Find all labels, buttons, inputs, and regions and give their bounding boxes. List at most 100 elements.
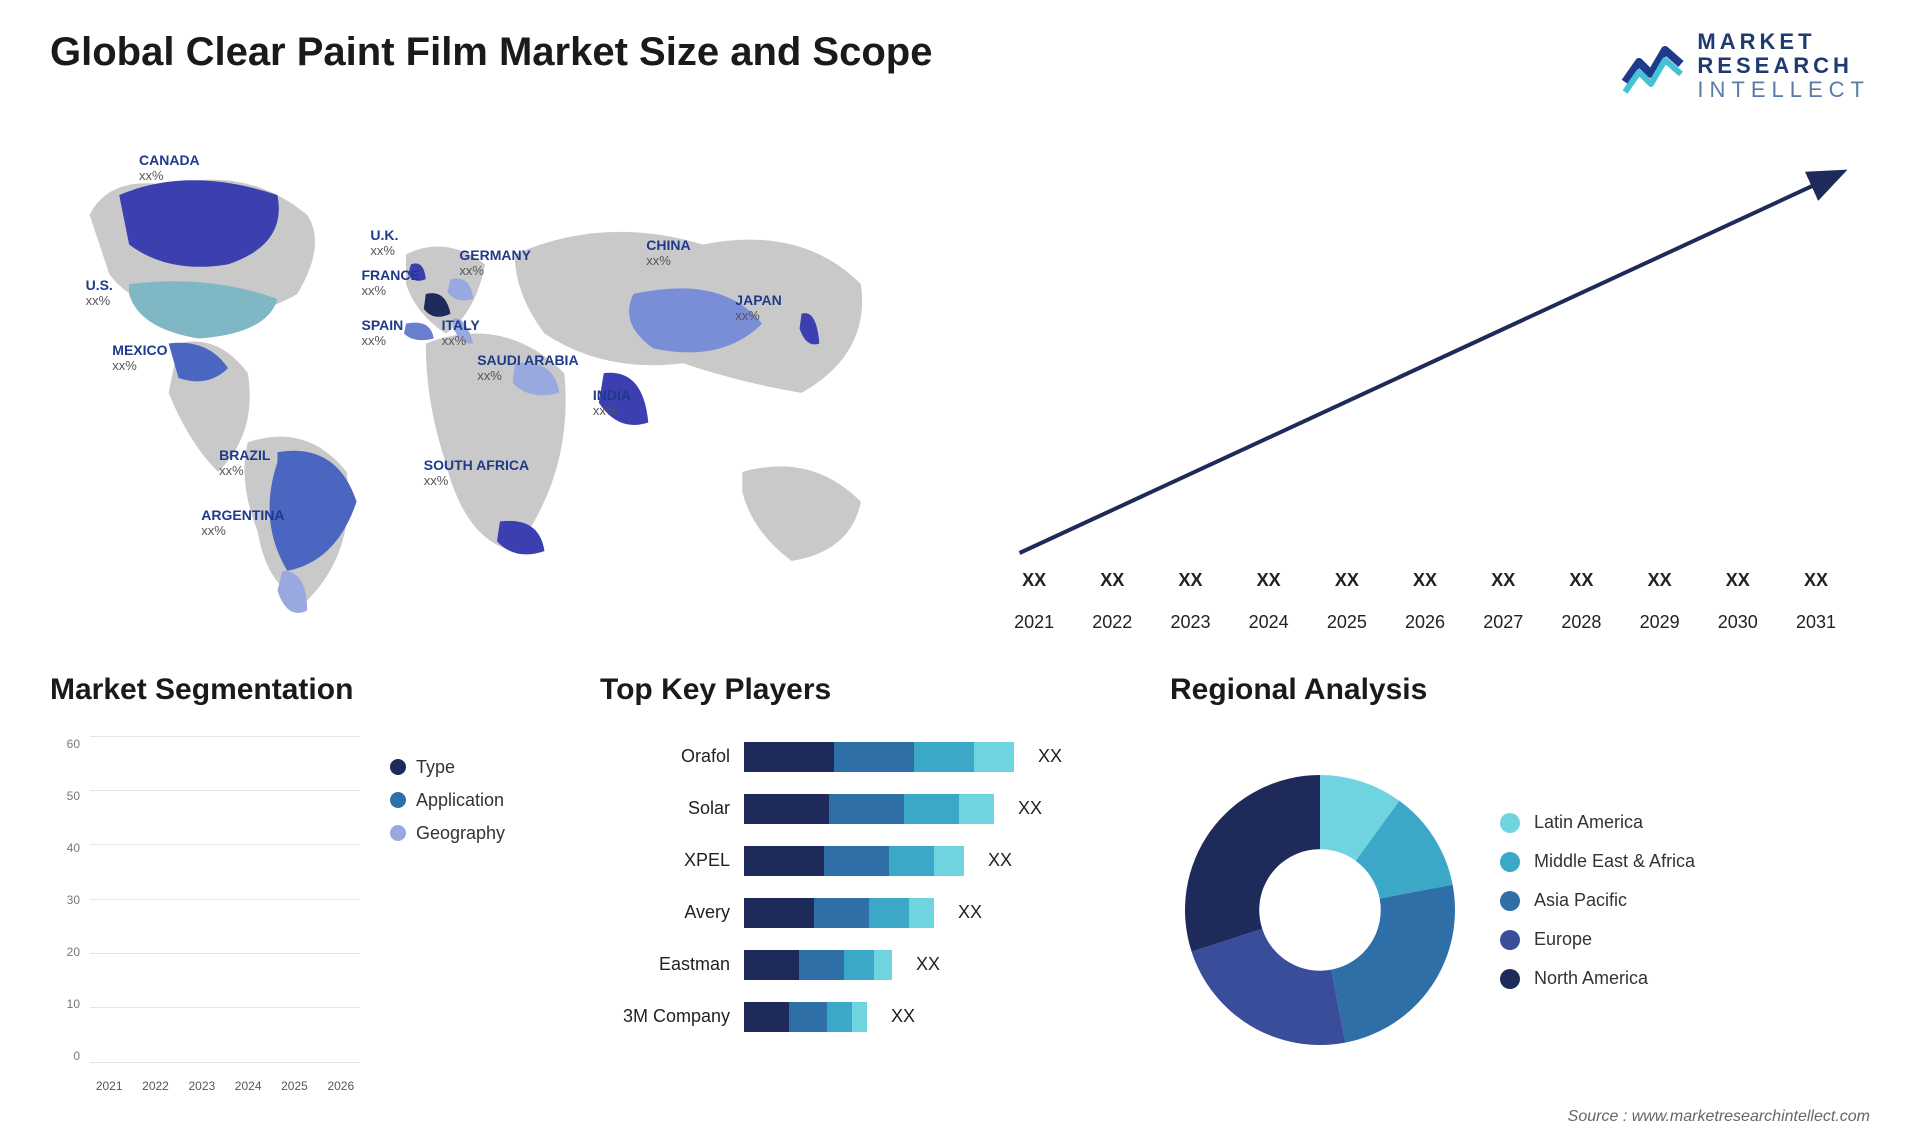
seg-ytick: 50	[50, 789, 86, 803]
growth-bar-value-label: XX	[1569, 570, 1593, 591]
growth-xaxis-label: 2030	[1704, 612, 1772, 633]
legend-dot-icon	[390, 825, 406, 841]
map-label-italy: ITALYxx%	[442, 318, 480, 349]
regional-legend: Latin America Middle East & Africa Asia Pa…	[1500, 812, 1870, 1007]
legend-label: North America	[1534, 968, 1648, 989]
donut-slice	[1185, 775, 1320, 952]
player-row: 3M CompanyXX	[600, 997, 1120, 1037]
growth-bar-value-label: XX	[1648, 570, 1672, 591]
map-label-uk: U.K.xx%	[370, 228, 398, 259]
map-label-japan: JAPANxx%	[735, 293, 781, 324]
growth-xaxis-label: 2022	[1078, 612, 1146, 633]
growth-xaxis-label: 2024	[1235, 612, 1303, 633]
map-label-france: FRANCExx%	[362, 268, 420, 299]
seg-ytick: 10	[50, 997, 86, 1011]
growth-bar-2021: XX	[1000, 570, 1068, 597]
player-row: Avery XX	[600, 893, 1120, 933]
growth-xaxis-label: 2026	[1391, 612, 1459, 633]
player-name: Solar	[600, 798, 730, 819]
legend-label: Middle East & Africa	[1534, 851, 1695, 872]
map-label-germany: GERMANYxx%	[459, 248, 531, 279]
logo-mark-icon	[1621, 34, 1685, 98]
legend-label: Type	[416, 757, 455, 778]
growth-bar-value-label: XX	[1413, 570, 1437, 591]
seg-ytick: 0	[50, 1049, 86, 1063]
legend-dot-icon	[1500, 930, 1520, 950]
page-title: Global Clear Paint Film Market Size and …	[50, 30, 932, 75]
header: Global Clear Paint Film Market Size and …	[50, 30, 1870, 103]
player-row: Solar XX	[600, 789, 1120, 829]
growth-chart-panel: XX XX XX XX XX XX XX XX XX XX XX 2021 2022 2023 2024 2…	[980, 133, 1870, 633]
growth-bar-2029: XX	[1626, 570, 1694, 597]
player-value-label: XX	[1018, 798, 1042, 819]
world-map-panel: CANADAxx%U.S.xx%MEXICOxx%BRAZILxx%ARGENT…	[50, 133, 940, 633]
legend-dot-icon	[1500, 891, 1520, 911]
player-bar	[744, 950, 892, 980]
seg-ytick: 60	[50, 737, 86, 751]
seg-ytick: 30	[50, 893, 86, 907]
legend-label: Asia Pacific	[1534, 890, 1627, 911]
legend-dot-icon	[390, 792, 406, 808]
growth-xaxis-label: 2023	[1156, 612, 1224, 633]
player-name: 3M Company	[600, 1006, 730, 1027]
player-bar	[744, 846, 964, 876]
player-name: Eastman	[600, 954, 730, 975]
growth-bar-value-label: XX	[1257, 570, 1281, 591]
player-value-label: XX	[916, 954, 940, 975]
segmentation-chart: 6050403020100 202120222023202420252026	[50, 727, 370, 1093]
source-attribution: Source : www.marketresearchintellect.com	[1568, 1108, 1870, 1126]
growth-bar-2026: XX	[1391, 570, 1459, 597]
legend-label: Latin America	[1534, 812, 1643, 833]
legend-dot-icon	[1500, 813, 1520, 833]
seg-xaxis-label: 2023	[183, 1079, 221, 1093]
growth-bar-2030: XX	[1704, 570, 1772, 597]
brand-logo: MARKET RESEARCH INTELLECT	[1621, 30, 1870, 103]
seg-legend-item: Geography	[390, 823, 550, 844]
map-label-india: INDIAxx%	[593, 388, 631, 419]
player-name: Avery	[600, 902, 730, 923]
player-name: Orafol	[600, 746, 730, 767]
legend-dot-icon	[1500, 969, 1520, 989]
map-label-china: CHINAxx%	[646, 238, 690, 269]
growth-bar-2027: XX	[1469, 570, 1537, 597]
seg-xaxis-label: 2025	[275, 1079, 313, 1093]
player-value-label: XX	[1038, 746, 1062, 767]
growth-bar-2023: XX	[1156, 570, 1224, 597]
seg-xaxis-label: 2022	[136, 1079, 174, 1093]
region-legend-item: Asia Pacific	[1500, 890, 1870, 911]
region-legend-item: North America	[1500, 968, 1870, 989]
player-value-label: XX	[988, 850, 1012, 871]
player-bar	[744, 794, 994, 824]
growth-bar-value-label: XX	[1335, 570, 1359, 591]
player-bar	[744, 742, 1014, 772]
growth-bar-2025: XX	[1313, 570, 1381, 597]
growth-xaxis-label: 2029	[1626, 612, 1694, 633]
region-legend-item: Middle East & Africa	[1500, 851, 1870, 872]
growth-bar-value-label: XX	[1726, 570, 1750, 591]
logo-text-1: MARKET	[1697, 30, 1870, 54]
growth-xaxis-label: 2025	[1313, 612, 1381, 633]
growth-bar-value-label: XX	[1022, 570, 1046, 591]
regional-donut-chart	[1170, 760, 1470, 1060]
growth-bar-2022: XX	[1078, 570, 1146, 597]
player-bar	[744, 898, 934, 928]
seg-ytick: 40	[50, 841, 86, 855]
legend-label: Europe	[1534, 929, 1592, 950]
growth-bar-2024: XX	[1235, 570, 1303, 597]
regional-panel: Regional Analysis Latin AmericaMiddle Ea…	[1170, 673, 1870, 1093]
growth-xaxis-label: 2031	[1782, 612, 1850, 633]
region-legend-item: Latin America	[1500, 812, 1870, 833]
map-label-mexico: MEXICOxx%	[112, 343, 167, 374]
player-row: XPELXX	[600, 841, 1120, 881]
logo-text-3: INTELLECT	[1697, 78, 1870, 102]
player-value-label: XX	[958, 902, 982, 923]
player-row: Orafol XX	[600, 737, 1120, 777]
growth-xaxis-label: 2021	[1000, 612, 1068, 633]
growth-xaxis-label: 2027	[1469, 612, 1537, 633]
logo-text-2: RESEARCH	[1697, 54, 1870, 78]
map-label-southafrica: SOUTH AFRICAxx%	[424, 458, 529, 489]
growth-bar-value-label: XX	[1100, 570, 1124, 591]
seg-xaxis-label: 2024	[229, 1079, 267, 1093]
growth-bar-2031: XX	[1782, 570, 1850, 597]
players-title: Top Key Players	[600, 673, 1120, 707]
